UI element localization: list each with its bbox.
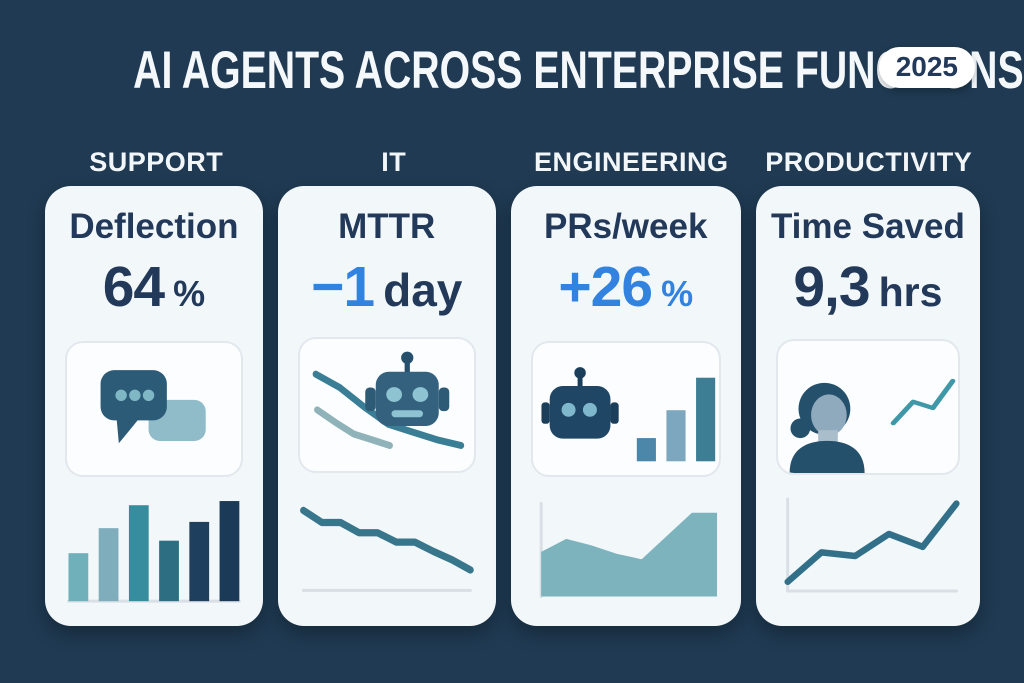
engineering-card: PRs/week +26 %	[510, 186, 741, 626]
robot-icon	[364, 351, 449, 426]
chat-bubbles-icon	[100, 370, 206, 444]
year-badge: 2025	[878, 47, 975, 88]
time-saved-line-chart	[784, 497, 960, 593]
metric-value-unit: %	[661, 273, 694, 314]
metric-value-main: 64	[102, 255, 165, 319]
column-header-engineering: ENGINEERING	[533, 147, 729, 177]
metric-value: +26 %	[511, 256, 741, 325]
column-headers: SUPPORT IT ENGINEERING PRODUCTIVITY	[45, 147, 980, 177]
productivity-card: Time Saved 9,3 hrs	[755, 186, 980, 626]
support-card: Deflection 64 %	[45, 186, 263, 626]
person-icon	[789, 382, 865, 473]
column-header-it: IT	[381, 147, 407, 177]
metric-value: 9,3 hrs	[756, 256, 980, 323]
title-row: AI AGENTS ACROSS ENTERPRISE FUNCTIONS	[0, 44, 1024, 97]
metric-value: −1 day	[278, 256, 496, 321]
column-header-support: SUPPORT	[89, 147, 224, 177]
person-icon-box	[775, 339, 960, 475]
it-card: MTTR −1 day	[277, 186, 496, 626]
pr-growth-mini-bars	[636, 377, 715, 462]
page-title: AI AGENTS ACROSS ENTERPRISE FUNCTIONS	[133, 41, 1024, 100]
metric-label: PRs/week	[544, 207, 708, 246]
metric-label: Deflection	[69, 207, 239, 246]
metric-value-main: −1	[311, 255, 375, 319]
metric-value: 64 %	[45, 256, 263, 325]
metric-value-unit: day	[383, 264, 463, 316]
chat-icon-box	[65, 341, 243, 477]
support-bar-chart	[67, 501, 241, 603]
column-header-productivity: PRODUCTIVITY	[765, 147, 973, 177]
robot-bars-icon-box	[530, 341, 721, 477]
metric-value-unit: %	[173, 273, 206, 314]
metric-value-unit: hrs	[878, 269, 943, 315]
metric-label: MTTR	[338, 207, 436, 246]
time-saved-mini-trend	[890, 378, 956, 426]
metric-value-main: 9,3	[793, 255, 870, 319]
cards-row: Deflection 64 % MTTR −1	[45, 186, 980, 626]
mttr-step-line-chart	[299, 506, 474, 593]
robot-icon-box	[297, 337, 476, 473]
metric-value-main: +26	[558, 255, 653, 319]
robot-icon	[541, 367, 619, 439]
metric-label: Time Saved	[770, 207, 965, 246]
prs-area-chart	[539, 501, 717, 599]
